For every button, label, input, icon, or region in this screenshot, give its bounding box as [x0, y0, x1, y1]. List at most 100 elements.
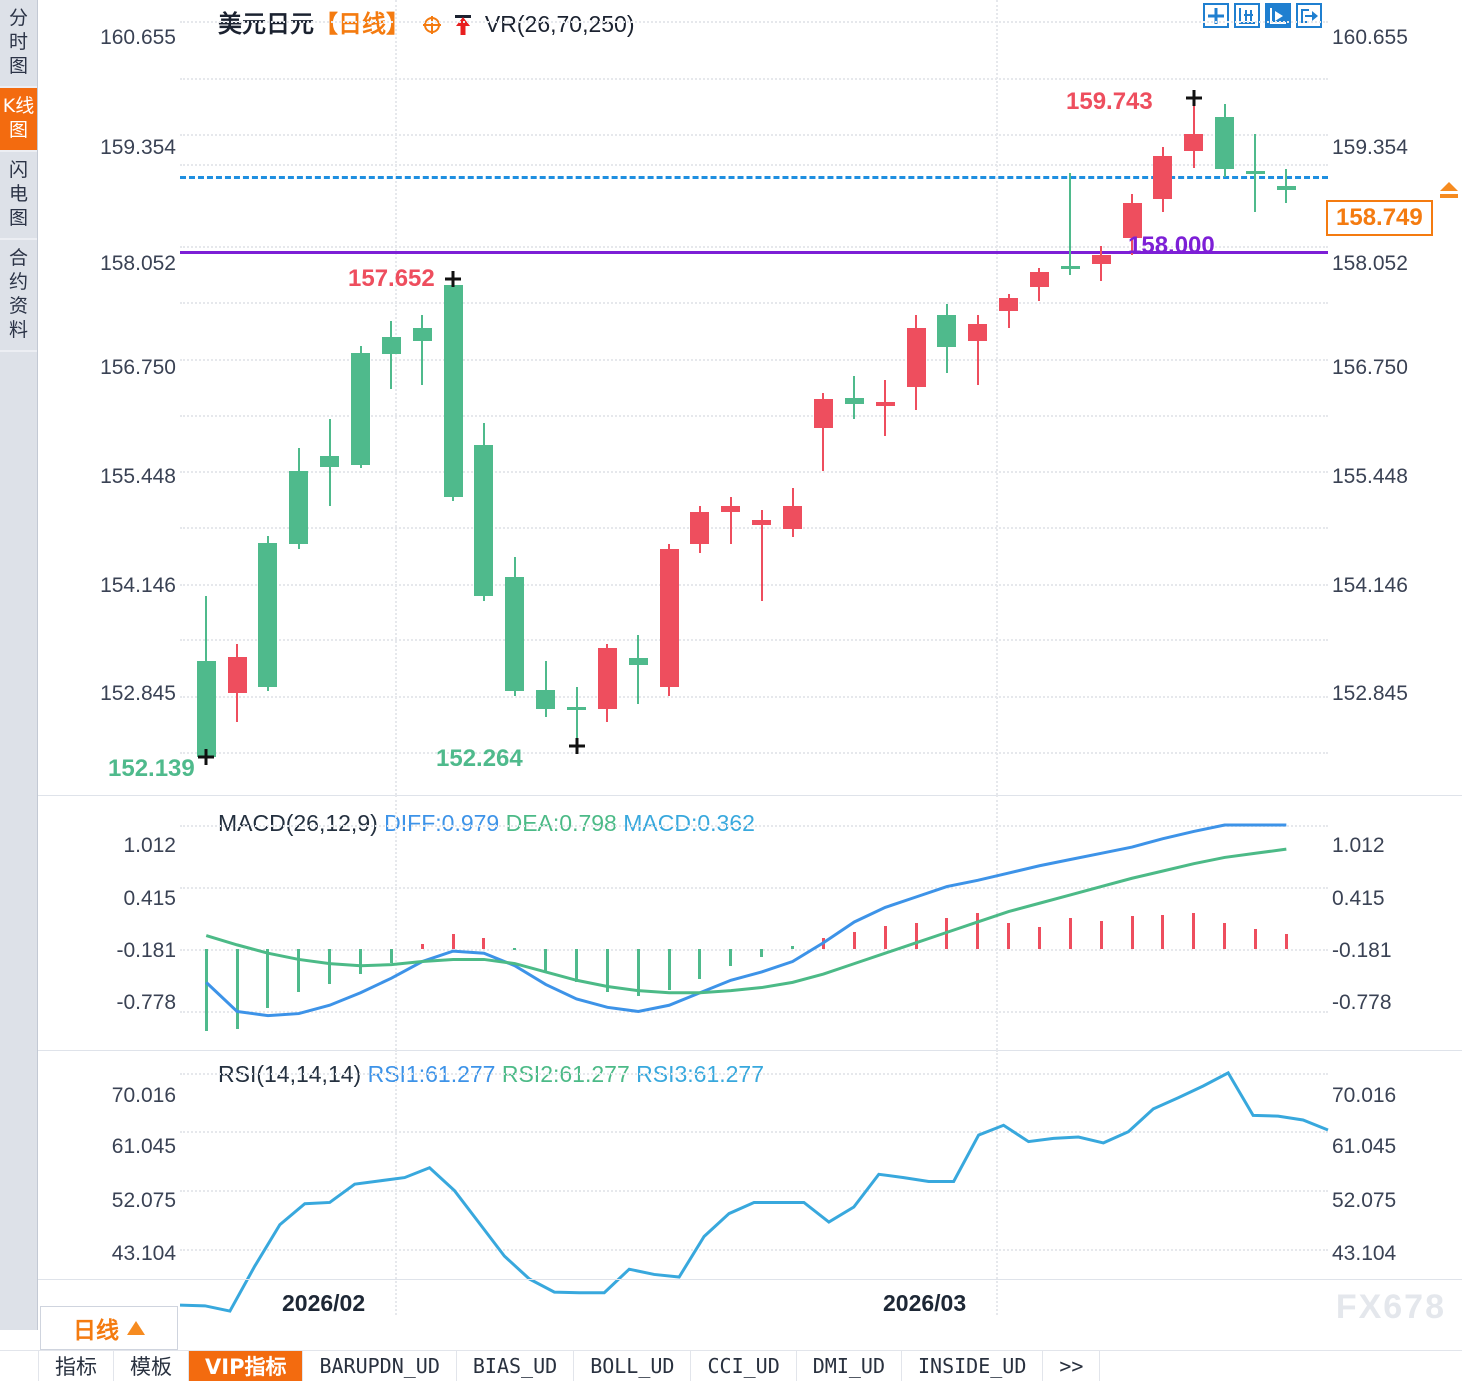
candle-wick — [544, 661, 547, 718]
toolbar-item-dmi-ud[interactable]: DMI_UD — [797, 1351, 902, 1381]
candle-body[interactable] — [320, 456, 340, 467]
grid-vertical-line — [996, 1050, 998, 1315]
crosshair-tool-button[interactable] — [1203, 3, 1229, 28]
sidebar-item-lightning-chart[interactable]: 闪电图 — [0, 152, 37, 240]
gridline — [180, 1011, 1328, 1014]
candle-body[interactable] — [813, 399, 833, 428]
toolbar-item-vip-indicators[interactable]: VIP指标 — [189, 1351, 304, 1381]
candle-body[interactable] — [474, 445, 494, 597]
candle-body[interactable] — [443, 285, 463, 497]
crosshair-target-icon[interactable] — [422, 15, 442, 35]
candle-body[interactable] — [690, 511, 710, 545]
sidebar-item-contract-info[interactable]: 合约资料 — [0, 240, 37, 352]
candle-body[interactable] — [1029, 272, 1049, 287]
gridline — [180, 949, 1328, 952]
candle-body[interactable] — [1060, 266, 1080, 270]
gridline — [180, 1190, 1328, 1193]
toolbar-item-indicators[interactable]: 指标 — [39, 1351, 114, 1381]
price-plot[interactable] — [180, 0, 1328, 795]
macd-plot[interactable] — [180, 795, 1328, 1050]
candle-wick — [884, 380, 887, 437]
candle-body[interactable] — [999, 298, 1019, 312]
candle-body[interactable] — [752, 520, 772, 526]
toolbar-item-boll-ud[interactable]: BOLL_UD — [574, 1351, 692, 1381]
candle-body[interactable] — [1276, 185, 1296, 191]
macd-macd-value: MACD:0.362 — [623, 810, 755, 836]
candle-body[interactable] — [1245, 171, 1265, 175]
candle-body[interactable] — [968, 324, 988, 342]
candle-body[interactable] — [536, 689, 556, 709]
candle-body[interactable] — [628, 658, 648, 666]
candle-body[interactable] — [227, 656, 247, 694]
x-axis: 2026/02 2026/03 — [38, 1279, 1462, 1330]
toolbar-item-bias-ud[interactable]: BIAS_UD — [457, 1351, 575, 1381]
candle-body[interactable] — [351, 352, 371, 465]
support-line-annotation: 158.000 — [1128, 232, 1215, 259]
chart-header: 美元日元【日线】 VR(26,70,250) — [218, 4, 635, 39]
macd-title: MACD(26,12,9) — [218, 810, 378, 836]
candle-body[interactable] — [875, 401, 895, 407]
sidebar-label-2: 闪电图 — [8, 159, 28, 229]
macd-dea-value: DEA:0.798 — [505, 810, 617, 836]
toolbar-item-barupdn-ud[interactable]: BARUPDN_UD — [303, 1351, 457, 1381]
current-price-box[interactable]: 158.749 — [1326, 200, 1433, 236]
candle-body[interactable] — [258, 542, 278, 687]
macd-histogram-bar — [1068, 917, 1072, 950]
gridline — [180, 751, 1328, 754]
sidebar-item-timeshare-chart[interactable]: 分时图 — [0, 0, 37, 88]
candle-body[interactable] — [844, 397, 864, 405]
macd-histogram-bar — [1099, 921, 1103, 950]
candle-body[interactable] — [597, 648, 617, 709]
macd-axis-right: 1.012 0.415 -0.181 -0.778 — [1328, 795, 1462, 1050]
candle-body[interactable] — [659, 548, 679, 687]
ylabel-l-2: 158.052 — [100, 252, 176, 275]
indicator-line — [205, 823, 1287, 1018]
triangle-up-icon — [127, 1321, 145, 1335]
candle-wick — [822, 393, 825, 471]
candle-body[interactable] — [505, 577, 525, 692]
toolbar-label-6: CCI_UD — [707, 1354, 780, 1378]
candle-wick — [390, 321, 393, 389]
sidebar-label-0: 分时图 — [8, 7, 28, 77]
macd-histogram-bar — [1223, 922, 1227, 950]
measure-tool-button[interactable] — [1234, 3, 1260, 28]
candle-body[interactable] — [567, 706, 587, 710]
candle-body[interactable] — [1153, 155, 1173, 199]
gridline — [180, 639, 1328, 642]
ylabel-r-1: 159.354 — [1332, 136, 1408, 159]
candle-body[interactable] — [1122, 203, 1142, 238]
candle-body[interactable] — [1184, 133, 1204, 152]
toolbar-item-templates[interactable]: 模板 — [114, 1351, 189, 1381]
candle-body[interactable] — [937, 315, 957, 348]
period-selector-label: 日线 — [73, 1318, 119, 1344]
macd-title-row: MACD(26,12,9) DIFF:0.979 DEA:0.798 MACD:… — [218, 810, 755, 837]
candle-body[interactable] — [1215, 116, 1235, 169]
toolbar-item-inside-ud[interactable]: INSIDE_UD — [902, 1351, 1044, 1381]
candle-body[interactable] — [721, 505, 741, 512]
macd-histogram-bar — [451, 933, 455, 950]
candle-body[interactable] — [1091, 254, 1111, 264]
toolbar-item-cci-ud[interactable]: CCI_UD — [691, 1351, 797, 1381]
toolbar-label-9: >> — [1059, 1354, 1084, 1378]
indicator-line — [179, 1070, 1329, 1313]
ylabel-l-3: 156.750 — [100, 356, 176, 379]
toolbar-item-more[interactable]: >> — [1043, 1351, 1101, 1381]
period-selector[interactable]: 日线 — [40, 1306, 178, 1350]
price-axis-left: 160.655 159.354 158.052 156.750 155.448 … — [38, 0, 180, 795]
sidebar-item-kline-chart[interactable]: K线图 — [0, 88, 37, 152]
support-line — [180, 250, 1328, 254]
gridline — [180, 583, 1328, 586]
left-sidebar: 分时图 K线图 闪电图 合约资料 — [0, 0, 38, 1330]
secondary-high-annotation: 157.652 — [348, 265, 435, 292]
rsi-plot[interactable] — [179, 1050, 1329, 1315]
ylabel-r-0: 160.655 — [1332, 26, 1408, 49]
candle-body[interactable] — [381, 337, 401, 355]
candle-body[interactable] — [783, 505, 803, 529]
candle-body[interactable] — [412, 328, 432, 342]
macd-histogram-bar — [544, 949, 548, 973]
candle-body[interactable] — [289, 470, 309, 545]
draw-tool-button[interactable] — [1265, 3, 1291, 28]
candle-body[interactable] — [906, 328, 926, 388]
candle-body[interactable] — [196, 661, 216, 757]
macd-histogram-bar — [575, 949, 579, 982]
